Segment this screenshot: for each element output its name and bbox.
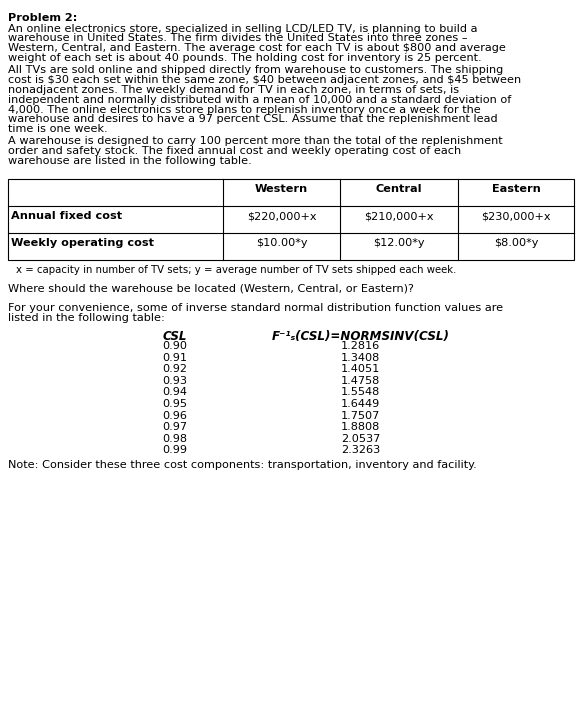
Text: 1.4051: 1.4051 (341, 364, 381, 374)
Text: Western, Central, and Eastern. The average cost for each TV is about $800 and av: Western, Central, and Eastern. The avera… (8, 43, 505, 53)
Text: order and safety stock. The fixed annual cost and weekly operating cost of each: order and safety stock. The fixed annual… (8, 146, 461, 156)
Text: $12.00*y: $12.00*y (373, 238, 425, 248)
Text: All TVs are sold online and shipped directly from warehouse to customers. The sh: All TVs are sold online and shipped dire… (8, 65, 503, 75)
Text: 0.90: 0.90 (162, 341, 187, 351)
Text: 2.0537: 2.0537 (341, 434, 381, 443)
Text: 1.4758: 1.4758 (341, 376, 381, 386)
Text: Problem 2:: Problem 2: (8, 13, 77, 23)
Text: warehouse and desires to have a 97 percent CSL. Assume that the replenishment le: warehouse and desires to have a 97 perce… (8, 114, 497, 124)
Text: $220,000+x: $220,000+x (247, 211, 317, 221)
Text: $10.00*y: $10.00*y (256, 238, 307, 248)
Text: 0.94: 0.94 (162, 387, 187, 397)
Text: Annual fixed cost: Annual fixed cost (11, 211, 122, 221)
Text: 1.7507: 1.7507 (341, 411, 381, 421)
Text: 1.3408: 1.3408 (341, 352, 381, 362)
Text: cost is $30 each set within the same zone, $40 between adjacent zones, and $45 b: cost is $30 each set within the same zon… (8, 75, 521, 85)
Text: An online electronics store, specialized in selling LCD/LED TV, is planning to b: An online electronics store, specialized… (8, 24, 477, 34)
Text: 1.8808: 1.8808 (341, 422, 381, 432)
Text: 0.99: 0.99 (162, 446, 187, 456)
Text: CSL: CSL (162, 329, 187, 342)
Text: warehouse are listed in the following table.: warehouse are listed in the following ta… (8, 156, 251, 166)
Text: Where should the warehouse be located (Western, Central, or Eastern)?: Where should the warehouse be located (W… (8, 283, 413, 293)
Text: Central: Central (375, 184, 423, 194)
Text: 0.97: 0.97 (162, 422, 187, 432)
Text: nonadjacent zones. The weekly demand for TV in each zone, in terms of sets, is: nonadjacent zones. The weekly demand for… (8, 85, 459, 95)
Text: Note: Consider these three cost components: transportation, inventory and facili: Note: Consider these three cost componen… (8, 460, 476, 470)
Text: For your convenience, some of inverse standard normal distribution function valu: For your convenience, some of inverse st… (8, 303, 503, 313)
Text: 1.5548: 1.5548 (341, 387, 381, 397)
Text: 1.2816: 1.2816 (341, 341, 381, 351)
Text: 0.98: 0.98 (162, 434, 187, 443)
Text: Weekly operating cost: Weekly operating cost (11, 238, 154, 248)
Text: Eastern: Eastern (492, 184, 541, 194)
Text: listed in the following table:: listed in the following table: (8, 312, 165, 322)
Text: 1.6449: 1.6449 (341, 399, 381, 409)
Text: independent and normally distributed with a mean of 10,000 and a standard deviat: independent and normally distributed wit… (8, 95, 511, 105)
Text: 0.92: 0.92 (162, 364, 187, 374)
Text: 4,000. The online electronics store plans to replenish inventory once a week for: 4,000. The online electronics store plan… (8, 105, 480, 115)
Text: Western: Western (255, 184, 308, 194)
Text: 0.95: 0.95 (162, 399, 187, 409)
Text: warehouse in United States. The firm divides the United States into three zones : warehouse in United States. The firm div… (8, 34, 467, 43)
Text: $8.00*y: $8.00*y (494, 238, 538, 248)
Text: $210,000+x: $210,000+x (364, 211, 434, 221)
Bar (8, 178, 574, 260)
Text: weight of each set is about 40 pounds. The holding cost for inventory is 25 perc: weight of each set is about 40 pounds. T… (8, 53, 481, 63)
Text: A warehouse is designed to carry 100 percent more than the total of the replenis: A warehouse is designed to carry 100 per… (8, 136, 502, 146)
Text: x = capacity in number of TV sets; y = average number of TV sets shipped each we: x = capacity in number of TV sets; y = a… (16, 265, 457, 275)
Text: 2.3263: 2.3263 (341, 446, 381, 456)
Text: time is one week.: time is one week. (8, 124, 107, 134)
Text: 0.93: 0.93 (162, 376, 187, 386)
Text: $230,000+x: $230,000+x (481, 211, 551, 221)
Text: F⁻¹ₛ(CSL)=NORMSINV(CSL): F⁻¹ₛ(CSL)=NORMSINV(CSL) (272, 329, 450, 342)
Text: 0.91: 0.91 (162, 352, 187, 362)
Text: 0.96: 0.96 (162, 411, 187, 421)
